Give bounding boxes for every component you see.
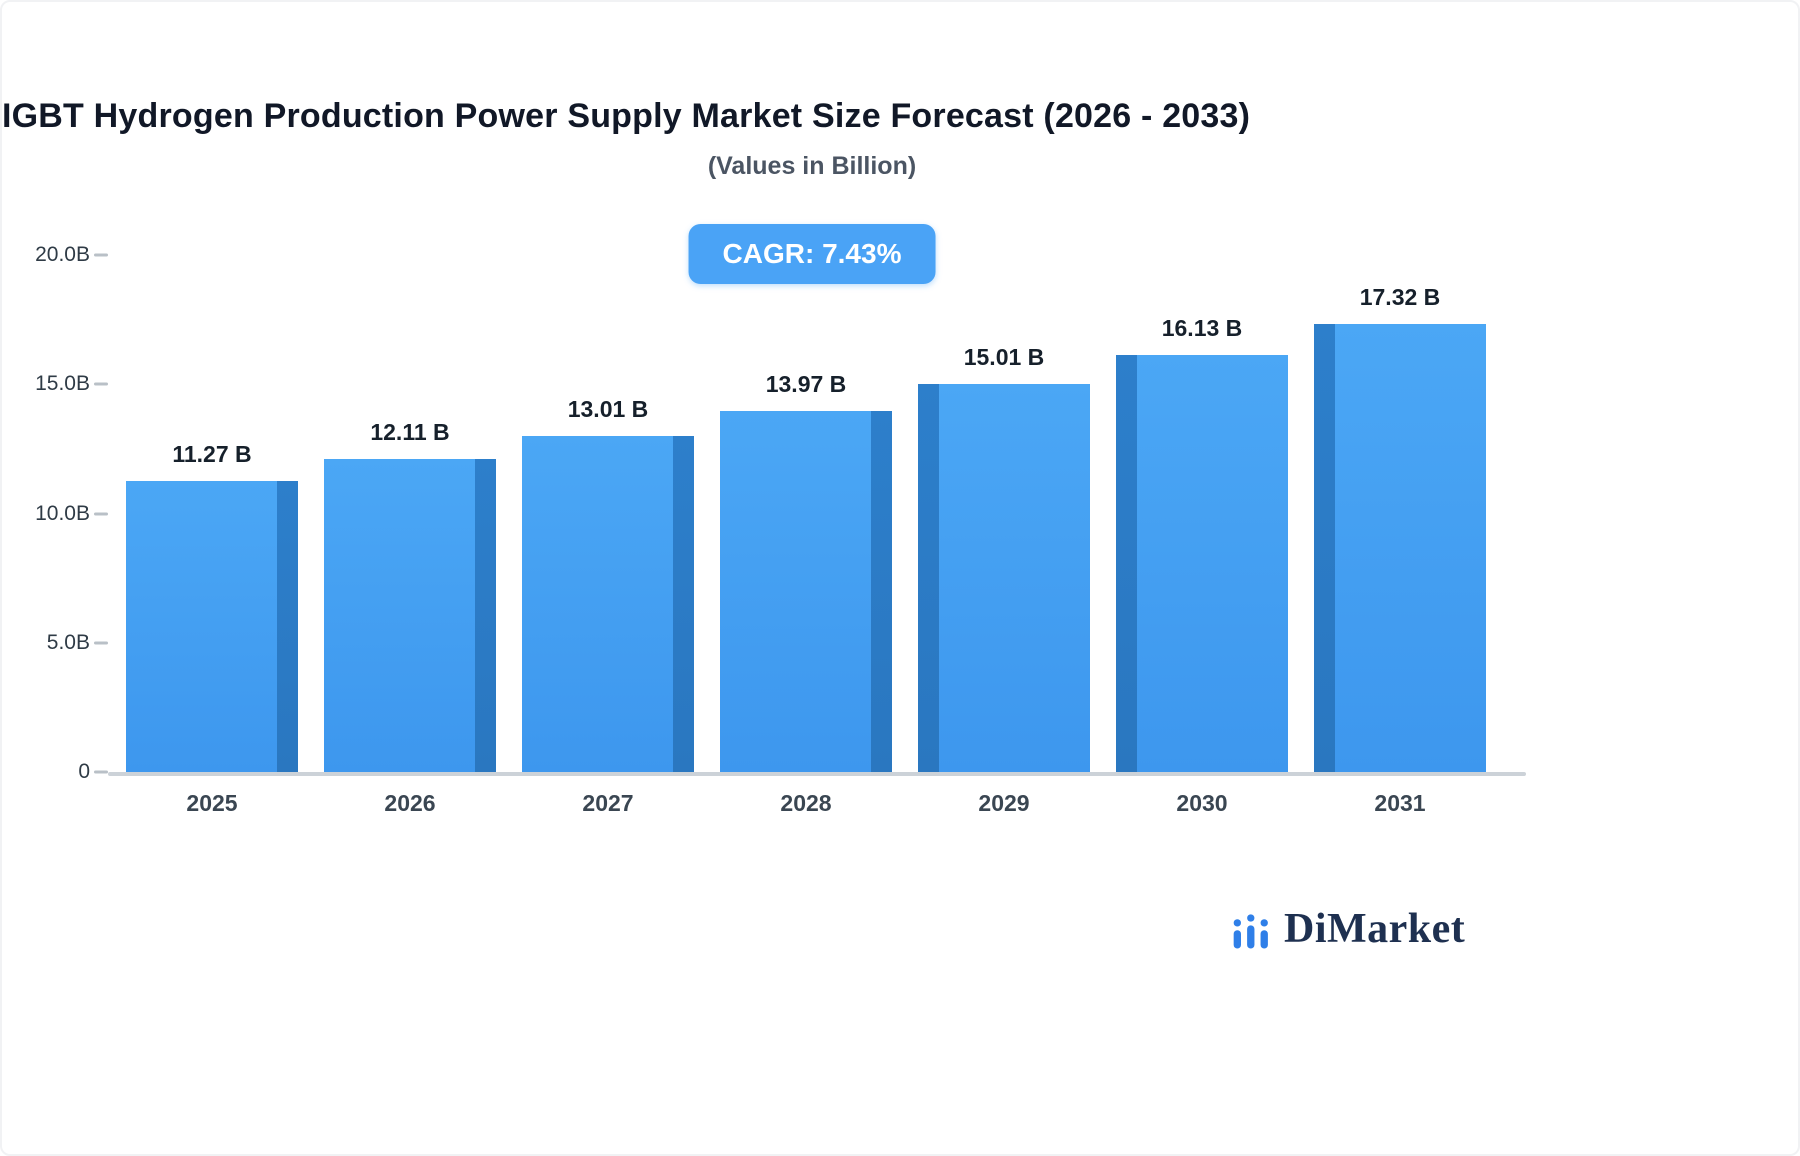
bar-side-shade bbox=[673, 435, 694, 772]
x-axis-label: 2028 bbox=[780, 790, 832, 816]
y-tick-mark bbox=[94, 382, 108, 386]
bar bbox=[126, 480, 298, 772]
bar bbox=[720, 410, 892, 772]
bar-side-shade bbox=[277, 480, 298, 772]
x-axis-label: 2027 bbox=[582, 790, 634, 816]
y-axis-tick-label: 0 bbox=[78, 760, 90, 783]
bar-face bbox=[126, 480, 277, 772]
bar-face bbox=[1335, 324, 1486, 772]
bar-value-label: 13.01 B bbox=[567, 395, 649, 422]
y-axis-tick-label: 5.0B bbox=[46, 630, 90, 654]
bar-face bbox=[522, 435, 673, 772]
y-axis-tick-label: 20.0B bbox=[35, 243, 90, 266]
bar-face bbox=[939, 383, 1090, 772]
bar-side-shade bbox=[1116, 355, 1137, 772]
bar bbox=[1116, 355, 1288, 772]
x-axis-label: 2031 bbox=[1374, 790, 1426, 816]
bar-value-label: 12.11 B bbox=[370, 418, 450, 445]
x-axis-label: 2025 bbox=[186, 790, 238, 816]
bar-value-label: 11.27 B bbox=[172, 440, 252, 467]
bar-value-label: 17.32 B bbox=[1359, 284, 1441, 311]
dimarket-logo-icon bbox=[1233, 914, 1268, 949]
bar bbox=[1314, 324, 1486, 772]
y-tick-mark bbox=[94, 253, 108, 257]
bar-value-label: 13.97 B bbox=[765, 370, 847, 397]
y-tick-mark bbox=[94, 641, 108, 645]
bar-value-label: 15.01 B bbox=[963, 343, 1045, 370]
y-tick-mark bbox=[94, 512, 108, 515]
bar bbox=[918, 383, 1090, 772]
bar-face bbox=[1137, 355, 1288, 772]
bar-side-shade bbox=[871, 410, 892, 772]
cagr-badge: CAGR: 7.43% bbox=[688, 224, 936, 284]
bar-face bbox=[324, 458, 475, 772]
y-axis-tick-label: 10.0B bbox=[35, 501, 90, 525]
bar bbox=[522, 435, 694, 772]
y-axis-tick-label: 15.0B bbox=[35, 372, 90, 396]
bar-value-label: 16.13 B bbox=[1161, 315, 1243, 342]
x-axis-line bbox=[108, 772, 1526, 776]
logo-text: DiMarket bbox=[1284, 906, 1466, 952]
y-tick-mark bbox=[94, 770, 108, 774]
bar-face bbox=[720, 410, 871, 772]
bar-side-shade bbox=[1314, 324, 1335, 772]
logo: DiMarket bbox=[1230, 905, 1465, 953]
x-axis-label: 2030 bbox=[1176, 790, 1228, 816]
chart-title: IGBT Hydrogen Production Power Supply Ma… bbox=[2, 97, 1251, 135]
bar-side-shade bbox=[918, 383, 939, 772]
x-axis-label: 2029 bbox=[978, 790, 1030, 816]
x-axis-label: 2026 bbox=[384, 790, 436, 816]
bar bbox=[324, 458, 496, 772]
bar-side-shade bbox=[475, 458, 496, 772]
chart-subtitle: (Values in Billion) bbox=[707, 152, 917, 180]
